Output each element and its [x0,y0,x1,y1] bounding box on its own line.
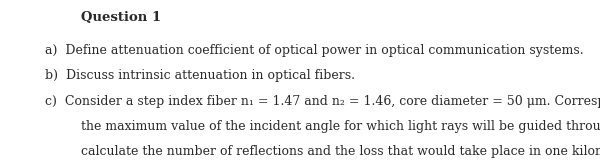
Text: b)  Discuss intrinsic attenuation in optical fibers.: b) Discuss intrinsic attenuation in opti… [45,69,355,82]
Text: c)  Consider a step index fiber n₁ = 1.47 and n₂ = 1.46, core diameter = 50 μm. : c) Consider a step index fiber n₁ = 1.47… [45,95,600,108]
Text: calculate the number of reflections and the loss that would take place in one ki: calculate the number of reflections and … [81,145,600,158]
Text: a)  Define attenuation coefficient of optical power in optical communication sys: a) Define attenuation coefficient of opt… [45,44,584,57]
Text: Question 1: Question 1 [81,11,161,24]
Text: the maximum value of the incident angle for which light rays will be guided thro: the maximum value of the incident angle … [81,120,600,133]
